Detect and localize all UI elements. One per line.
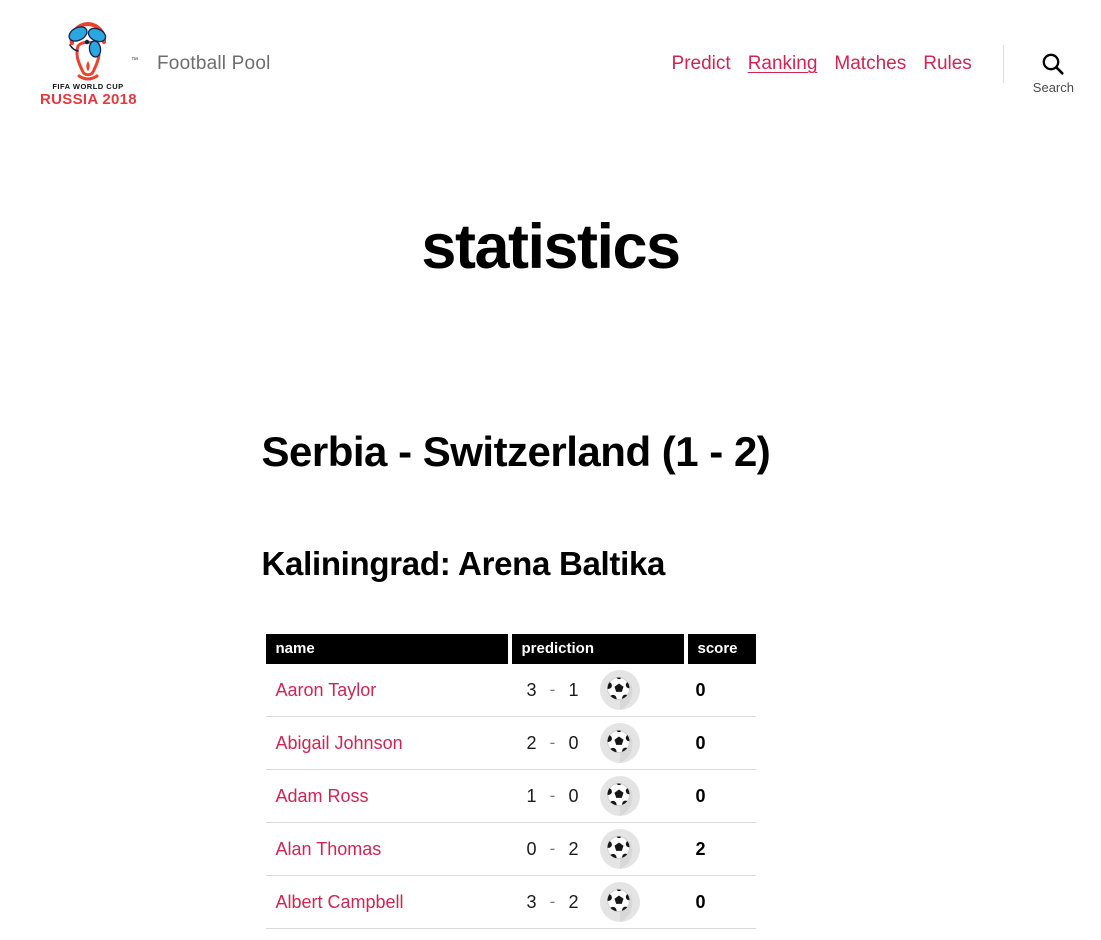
logo-title: FIFA WORLD CUP bbox=[52, 81, 124, 91]
table-row: Albert Campbell 3 - 2 bbox=[265, 876, 756, 930]
site-title[interactable]: Football Pool bbox=[157, 53, 271, 74]
prediction-separator: - bbox=[549, 680, 556, 700]
player-name-link[interactable]: Aaron Taylor bbox=[275, 679, 377, 700]
column-header-score: score bbox=[687, 634, 756, 665]
logo-subtitle: RUSSIA 2018 bbox=[40, 90, 137, 108]
predictions-table: name prediction score Aaron Taylor 3 - 1 bbox=[265, 634, 756, 930]
prediction-separator: - bbox=[549, 839, 556, 859]
table-header-row: name prediction score bbox=[265, 634, 756, 665]
page-title: statistics bbox=[421, 212, 681, 282]
world-cup-emblem-icon bbox=[68, 21, 107, 80]
prediction-away-value: 0 bbox=[568, 732, 579, 753]
table-body: Aaron Taylor 3 - 1 bbox=[265, 664, 756, 930]
primary-nav: Predict Ranking Matches Rules bbox=[672, 53, 972, 75]
prediction-away-value: 1 bbox=[568, 679, 579, 700]
soccer-ball-icon bbox=[599, 776, 640, 817]
prediction-away-value: 0 bbox=[568, 785, 579, 806]
nav-item-ranking[interactable]: Ranking bbox=[747, 53, 818, 74]
prediction-home-value: 2 bbox=[526, 732, 537, 753]
search-button[interactable]: Search bbox=[1033, 52, 1074, 95]
score-value: 0 bbox=[695, 785, 706, 806]
table-row: Abigail Johnson 2 - 0 bbox=[265, 717, 756, 771]
column-header-name: name bbox=[265, 634, 508, 665]
prediction-home-value: 3 bbox=[526, 679, 537, 700]
search-icon bbox=[1043, 53, 1064, 75]
nav-item-matches[interactable]: Matches bbox=[834, 53, 907, 74]
prediction-home-value: 0 bbox=[526, 838, 537, 859]
prediction-separator: - bbox=[549, 786, 556, 806]
player-name-link[interactable]: Albert Campbell bbox=[275, 891, 404, 912]
soccer-ball-icon bbox=[599, 882, 640, 923]
nav-item-predict[interactable]: Predict bbox=[671, 53, 731, 74]
score-value: 2 bbox=[695, 838, 706, 859]
prediction-home-value: 1 bbox=[526, 785, 537, 806]
column-header-prediction: prediction bbox=[511, 634, 684, 665]
soccer-ball-icon bbox=[599, 723, 640, 764]
header-divider bbox=[1002, 45, 1004, 83]
prediction-home-value: 3 bbox=[526, 891, 537, 912]
soccer-ball-icon bbox=[599, 670, 640, 711]
search-button-label: Search bbox=[1032, 79, 1074, 95]
trademark-symbol: ™ bbox=[131, 56, 138, 64]
table-row: Alan Thomas 0 - 2 bbox=[265, 823, 756, 877]
main-content: statistics Serbia - Switzerland (1 - 2) … bbox=[0, 210, 1101, 930]
score-value: 0 bbox=[695, 732, 706, 753]
site-header: ™ FIFA WORLD CUP RUSSIA 2018 Football Po… bbox=[0, 0, 1101, 118]
player-name-link[interactable]: Adam Ross bbox=[275, 785, 369, 806]
player-name-link[interactable]: Abigail Johnson bbox=[275, 732, 403, 753]
table-row: Aaron Taylor 3 - 1 bbox=[265, 664, 756, 718]
table-row: Adam Ross 1 - 0 bbox=[265, 770, 756, 824]
nav-item-rules[interactable]: Rules bbox=[923, 53, 972, 74]
prediction-separator: - bbox=[549, 892, 556, 912]
score-value: 0 bbox=[695, 679, 706, 700]
site-logo[interactable]: ™ FIFA WORLD CUP RUSSIA 2018 bbox=[40, 21, 138, 108]
prediction-separator: - bbox=[549, 733, 556, 753]
soccer-ball-icon bbox=[599, 829, 640, 870]
match-heading: Serbia - Switzerland (1 - 2) bbox=[261, 428, 771, 476]
prediction-away-value: 2 bbox=[568, 891, 579, 912]
venue-heading: Kaliningrad: Arena Baltika bbox=[261, 544, 666, 582]
score-value: 0 bbox=[695, 891, 706, 912]
prediction-away-value: 2 bbox=[568, 838, 579, 859]
player-name-link[interactable]: Alan Thomas bbox=[275, 838, 382, 859]
